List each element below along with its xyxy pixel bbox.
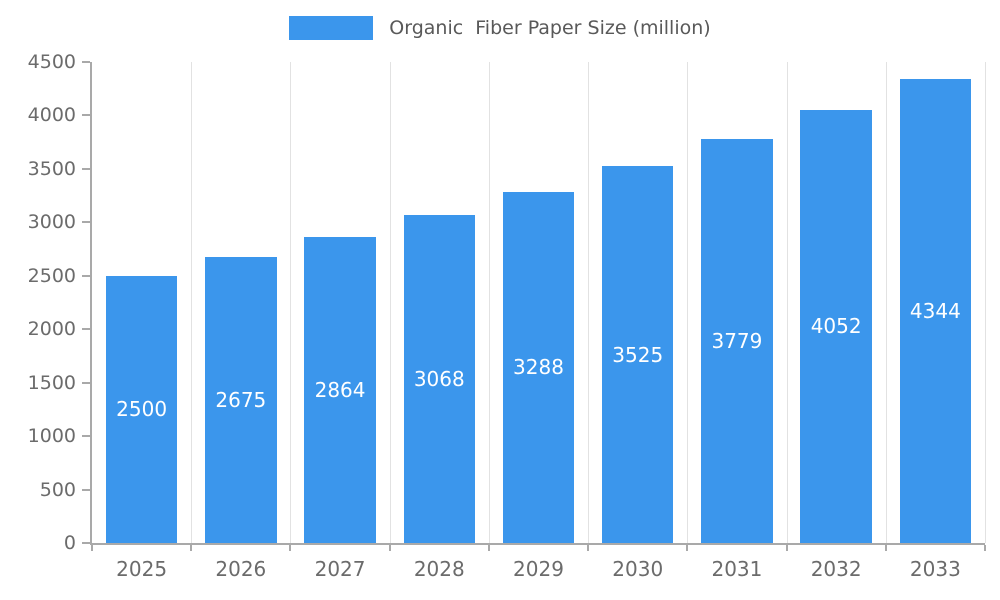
x-axis-tick [686,545,689,551]
x-axis-tick [785,545,788,551]
bar-value-label: 2500 [116,397,168,422]
x-axis-tick [984,545,986,551]
x-axis-tick-label: 2025 [116,557,168,581]
gridline [389,62,391,543]
bar-value-label: 4052 [810,314,862,339]
y-axis-tick-label: 0 [63,532,76,554]
x-axis-tick [289,545,292,551]
gridline [191,62,193,543]
y-axis-tick-label: 2500 [27,264,76,287]
chart-legend: Organic Fiber Paper Size (million) [0,16,1000,40]
y-axis-tick-label: 2000 [27,318,76,341]
x-axis-tick [388,545,391,551]
y-axis-tick [82,488,90,491]
y-axis-tick-label: 4000 [27,104,76,127]
y-axis-tick [82,167,90,170]
x-axis-tick [487,545,490,551]
y-axis-tick-label: 3500 [27,157,76,180]
x-axis-tick-label: 2029 [513,557,564,581]
bar: 4052 [800,109,872,543]
x-axis-tick-label: 2027 [314,557,366,581]
bar-value-label: 4344 [909,298,961,323]
bar-value-label: 3525 [612,342,664,367]
y-axis-tick [82,61,90,63]
y-axis-tick-label: 500 [39,478,76,501]
x-axis-tick [190,545,193,551]
y-axis-tick [82,114,90,117]
y-axis-tick-label: 4500 [27,51,76,73]
y-axis-tick [82,542,90,544]
y-axis-tick [82,221,90,224]
bar: 4344 [899,78,972,543]
x-axis-tick-label: 2026 [215,557,267,581]
y-axis-tick [82,435,90,438]
y-axis-tick [82,274,90,277]
y-axis-tick [82,381,90,384]
gridline [488,62,490,543]
y-axis-tick [82,328,90,331]
x-axis-tick-label: 2033 [909,557,961,581]
gridline [290,62,292,543]
bar: 3068 [403,215,475,543]
x-axis-tick-label: 2032 [810,557,862,581]
y-axis-tick-label: 1500 [27,371,76,394]
gridline [885,62,887,543]
gridline [985,62,986,543]
legend-label: Organic Fiber Paper Size (million) [389,17,711,39]
y-axis-tick-label: 3000 [27,211,76,234]
bar: 2675 [205,257,277,543]
bar-value-label: 3779 [711,329,763,354]
x-axis-tick-label: 2028 [413,557,465,581]
x-axis-tick [91,545,93,551]
y-axis-tick-label: 1000 [27,425,76,448]
x-axis-tick [587,545,590,551]
bar-value-label: 2864 [314,377,366,402]
bar-value-label: 3068 [413,367,465,392]
legend-swatch [289,16,374,40]
bar: 3288 [502,191,575,543]
bar: 2500 [105,275,178,543]
bar: 3779 [701,139,773,543]
bar: 3525 [602,166,674,543]
x-axis-tick-label: 2030 [612,557,664,581]
x-axis-tick-label: 2031 [711,557,763,581]
gridline [588,62,590,543]
x-axis-tick [884,545,887,551]
plot-area: 0 500 1000 1500 2000 2500 3000 3500 4000 4500 2500… [28,51,986,581]
bar: 2864 [304,236,376,543]
gridline [687,62,689,543]
bar-value-label: 3288 [513,355,564,380]
gridline [786,62,788,543]
bar-value-label: 2675 [215,388,267,413]
